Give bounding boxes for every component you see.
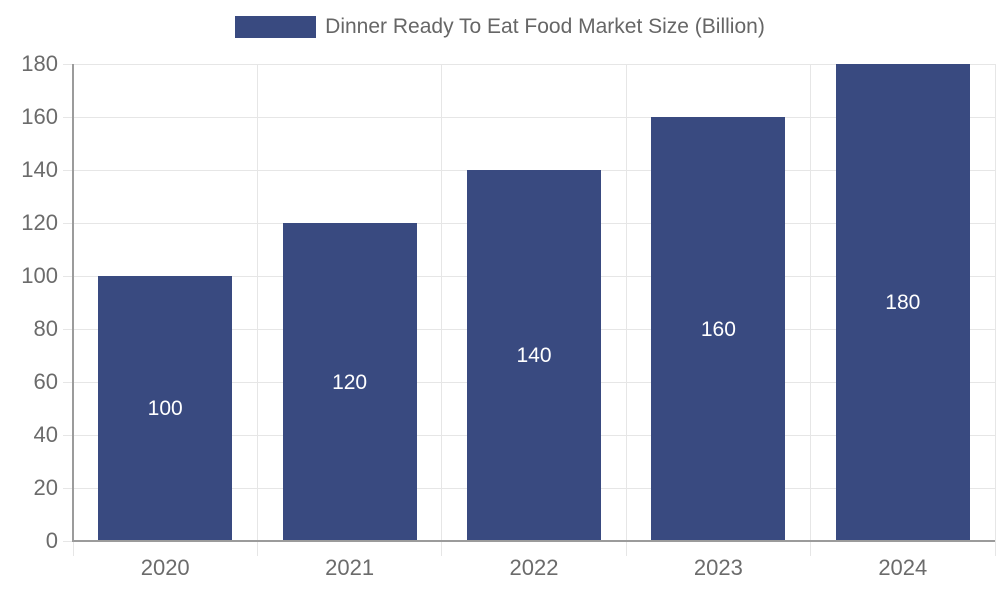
x-tick-label: 2021 [325,555,375,580]
y-tick-label: 0 [45,528,58,553]
bar-value-label: 100 [147,397,183,420]
gridline [63,116,995,118]
y-tick-label: 40 [33,422,58,447]
gridline [441,64,443,556]
y-tick-label: 180 [21,51,58,76]
chart-legend: Dinner Ready To Eat Food Market Size (Bi… [0,12,1000,42]
y-tick-label: 140 [21,157,58,182]
bar-2022: 140 [466,170,602,541]
bar-2020: 100 [98,276,233,541]
x-tick-label: 2023 [693,555,743,580]
bar-2023: 160 [651,117,786,541]
y-axis-line [72,64,74,542]
y-tick-label: 60 [33,369,58,394]
gridline [63,63,995,65]
y-tick-label: 80 [33,316,58,341]
legend-label: Dinner Ready To Eat Food Market Size (Bi… [325,15,765,38]
bar-value-label: 160 [700,317,736,341]
gridline [994,64,996,556]
bar-value-label: 180 [885,291,921,314]
y-tick-label: 20 [33,475,58,500]
x-tick-label: 2024 [878,555,928,580]
bar-value-label: 120 [332,370,368,394]
x-tick-label: 2022 [509,555,559,580]
bar-2021: 120 [282,223,417,541]
bar-value-label: 140 [516,344,552,367]
gridline [810,64,812,556]
legend-swatch [235,16,317,38]
y-tick-label: 160 [21,104,58,129]
x-tick-label: 2020 [140,555,190,580]
bar-2024: 180 [835,64,970,541]
x-axis-line [72,540,995,542]
gridline [256,64,258,556]
y-tick-label: 120 [21,210,58,235]
y-tick-label: 100 [21,263,58,288]
gridline [625,64,627,556]
